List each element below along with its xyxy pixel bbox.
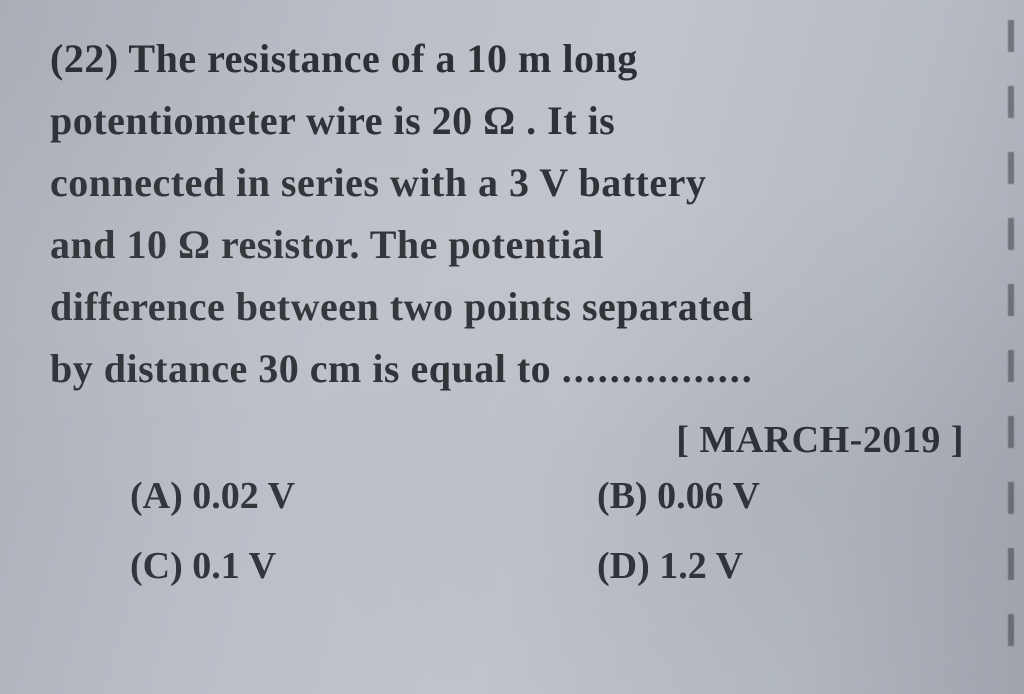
option-b-text: 0.06 V xyxy=(657,475,760,517)
option-a-text: 0.02 V xyxy=(192,475,295,517)
option-d-text: 1.2 V xyxy=(659,545,743,587)
question-number: (22) xyxy=(50,36,119,81)
scanned-page: (22) The resistance of a 10 m long poten… xyxy=(0,0,1024,694)
question-line-4: and 10 Ω resistor. The potential xyxy=(50,222,604,267)
question-block: (22) The resistance of a 10 m long poten… xyxy=(50,28,964,400)
question-line-1: The resistance of a 10 m long xyxy=(128,36,637,81)
option-d-label: (D) xyxy=(597,545,650,587)
options-grid: (A) 0.02 V (B) 0.06 V (C) 0.1 V (D) 1.2 … xyxy=(50,474,964,588)
option-b: (B) 0.06 V xyxy=(597,474,924,518)
option-a: (A) 0.02 V xyxy=(130,474,457,518)
question-line-6: by distance 30 cm is equal to xyxy=(50,346,551,391)
option-c: (C) 0.1 V xyxy=(130,544,457,588)
option-a-label: (A) xyxy=(130,475,183,517)
option-d: (D) 1.2 V xyxy=(597,544,924,588)
question-line-5: difference between two points separated xyxy=(50,284,753,329)
blank-dots: ................ xyxy=(562,346,754,391)
exam-source: [ MARCH-2019 ] xyxy=(50,418,964,462)
option-c-text: 0.1 V xyxy=(192,545,276,587)
question-line-2: potentiometer wire is 20 Ω . It is xyxy=(50,98,615,143)
option-c-label: (C) xyxy=(130,545,183,587)
option-b-label: (B) xyxy=(597,475,648,517)
question-line-3: connected in series with a 3 V battery xyxy=(50,160,706,205)
page-edge-dashes xyxy=(1008,20,1014,680)
